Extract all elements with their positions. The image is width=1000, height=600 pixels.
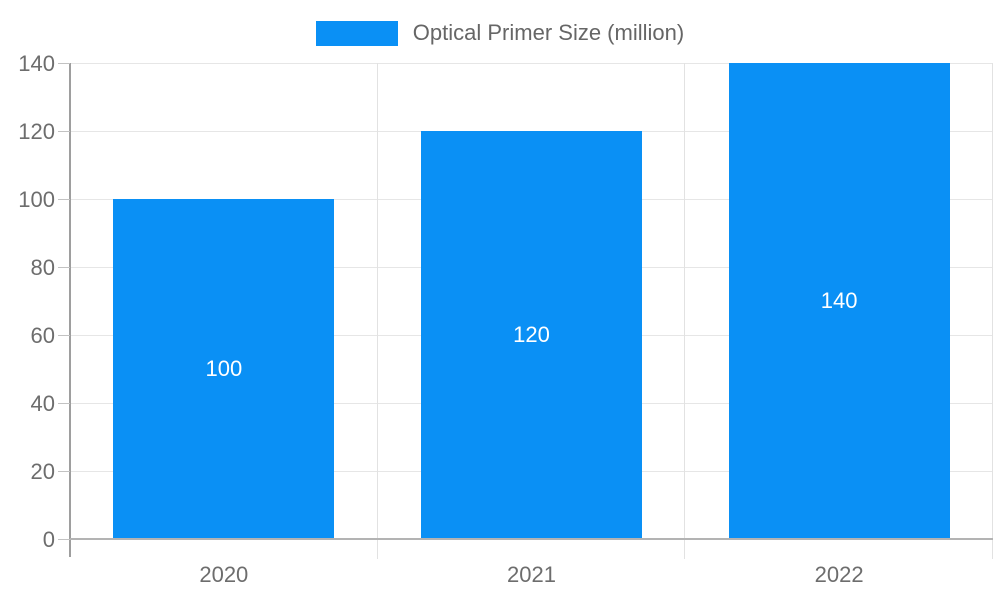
- bar-value-label: 140: [820, 288, 858, 313]
- legend-label[interactable]: Optical Primer Size (million): [412, 20, 685, 45]
- y-tick-label: 80: [30, 255, 55, 280]
- plot-area: 100 120 140: [70, 62, 993, 559]
- y-tick-label: 20: [30, 459, 55, 484]
- y-axis-line: [69, 63, 71, 557]
- y-tick-label: 40: [30, 391, 55, 416]
- y-tick-label: 60: [30, 323, 55, 348]
- y-tick-label: 0: [42, 527, 55, 552]
- y-axis-tick: [58, 199, 70, 200]
- bar-2021[interactable]: 120: [421, 131, 642, 539]
- y-axis-tick: [58, 403, 70, 404]
- x-tick-label-2021: 2021: [507, 562, 556, 587]
- bar-value-label: 120: [513, 322, 550, 347]
- x-tick-label-2022: 2022: [814, 562, 864, 587]
- y-axis-tick: [58, 267, 70, 268]
- y-axis-tick: [58, 539, 70, 540]
- y-gridline: [70, 62, 993, 64]
- legend: Optical Primer Size (million): [0, 20, 1000, 46]
- y-axis-tick: [58, 335, 70, 336]
- y-axis-tick: [58, 63, 70, 64]
- bar-2020[interactable]: 100: [113, 199, 335, 539]
- bar-2022[interactable]: 140: [728, 63, 950, 539]
- legend-swatch-icon[interactable]: [315, 20, 398, 46]
- x-gridline: [376, 63, 378, 559]
- y-tick-label: 140: [18, 51, 55, 76]
- y-axis-tick: [58, 131, 70, 132]
- x-tick-label-2020: 2020: [199, 562, 249, 587]
- x-axis-line: [70, 538, 993, 540]
- y-axis-tick: [58, 471, 70, 472]
- x-gridline: [992, 63, 993, 559]
- bar-value-label: 100: [205, 356, 243, 381]
- y-tick-label: 120: [18, 119, 55, 144]
- y-tick-label: 100: [18, 187, 55, 212]
- x-gridline: [684, 63, 686, 559]
